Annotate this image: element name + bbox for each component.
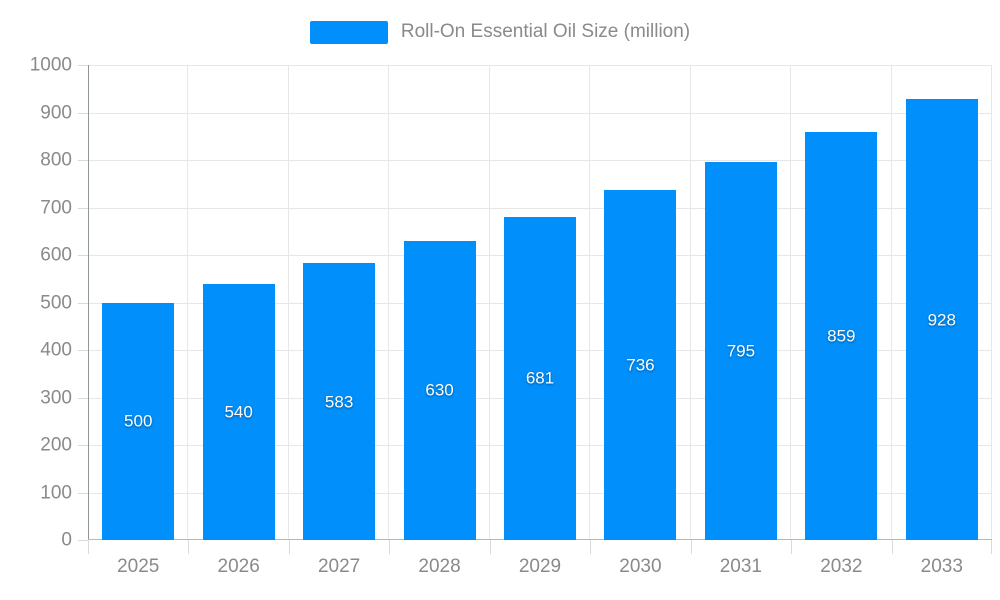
- vertical-gridline: [287, 65, 289, 540]
- bar[interactable]: 630: [403, 240, 476, 540]
- y-axis-tick-label: 400: [40, 339, 72, 361]
- y-axis-tick-label: 300: [40, 387, 72, 408]
- y-axis-tick: [78, 112, 88, 114]
- y-axis-tick: [78, 445, 88, 446]
- x-axis-tick-label: 2029: [518, 556, 562, 577]
- bar[interactable]: 540: [202, 283, 275, 540]
- horizontal-gridline: [88, 112, 992, 114]
- bar[interactable]: 928: [905, 99, 978, 540]
- vertical-gridline: [589, 65, 591, 540]
- legend-marker: [309, 20, 388, 44]
- horizontal-gridline: [88, 207, 992, 209]
- bar[interactable]: 681: [504, 216, 576, 540]
- bar[interactable]: 859: [805, 131, 878, 540]
- horizontal-gridline: [88, 65, 992, 66]
- plot-area: 500 540 583 630 681 736 795 859 928: [88, 65, 992, 540]
- vertical-gridline: [890, 65, 892, 540]
- y-axis-tick-label: 1000: [29, 54, 72, 76]
- x-axis-tick-label: 2027: [317, 556, 361, 577]
- x-axis-tick: [88, 540, 89, 554]
- x-axis-tick-label: 2032: [820, 556, 863, 577]
- bar-value-label: 540: [224, 402, 253, 422]
- bar-value-label: 795: [726, 341, 756, 361]
- x-axis-tick: [690, 540, 692, 554]
- vertical-gridline: [488, 65, 490, 540]
- legend-label: Roll-On Essential Oil Size (million): [400, 21, 691, 42]
- bar[interactable]: 736: [604, 190, 677, 540]
- y-axis-tick-label: 900: [40, 102, 72, 123]
- bar-value-label: 630: [425, 380, 454, 400]
- vertical-gridline: [388, 65, 390, 540]
- x-axis-tick-label: 2030: [619, 556, 662, 577]
- y-axis-tick-label: 700: [40, 197, 72, 218]
- horizontal-gridline: [88, 160, 992, 161]
- x-axis-tick-label: 2025: [117, 556, 160, 577]
- bar-value-label: 583: [324, 392, 354, 412]
- x-axis-tick-label: 2026: [217, 556, 260, 577]
- x-axis-tick: [791, 540, 793, 554]
- vertical-gridline: [991, 65, 992, 540]
- x-axis-tick: [590, 540, 592, 554]
- bar-value-label: 859: [827, 326, 856, 346]
- x-axis-tick-label: 2033: [920, 556, 963, 577]
- bar-value-label: 500: [124, 411, 153, 431]
- x-axis-tick-label: 2031: [719, 556, 763, 577]
- y-axis-tick-label: 600: [40, 244, 72, 266]
- y-axis-tick: [78, 350, 88, 351]
- bar-value-label: 928: [927, 310, 956, 330]
- bar-value-label: 736: [626, 355, 655, 375]
- x-axis-tick: [489, 540, 491, 554]
- x-axis-tick: [288, 540, 290, 554]
- x-axis-tick-label: 2028: [418, 556, 461, 577]
- legend-item[interactable]: Roll-On Essential Oil Size (million): [0, 19, 1000, 46]
- bar[interactable]: 795: [704, 162, 777, 540]
- y-axis-line: [88, 65, 89, 540]
- y-axis-tick: [78, 160, 88, 161]
- y-axis-tick: [78, 255, 88, 256]
- bar-value-label: 681: [525, 368, 555, 388]
- y-axis-tick: [78, 540, 88, 541]
- bar[interactable]: 500: [102, 302, 175, 540]
- vertical-gridline: [689, 65, 691, 540]
- y-axis-tick-label: 200: [40, 434, 72, 456]
- vertical-gridline: [187, 65, 189, 540]
- y-axis-tick-label: 800: [40, 149, 72, 171]
- y-axis-tick: [78, 207, 88, 209]
- y-axis-tick: [78, 302, 88, 304]
- y-axis-tick-label: 500: [40, 292, 72, 313]
- vertical-gridline: [790, 65, 792, 540]
- y-axis-tick-label: 0: [61, 529, 72, 551]
- x-axis-tick: [389, 540, 391, 554]
- y-axis-tick: [78, 65, 88, 66]
- y-axis-tick: [78, 397, 88, 399]
- x-axis-tick: [891, 540, 893, 554]
- y-axis-tick: [78, 492, 88, 494]
- bar[interactable]: 583: [303, 263, 376, 540]
- y-axis-tick-label: 100: [40, 482, 72, 503]
- x-axis-tick: [991, 540, 992, 554]
- x-axis-tick: [188, 540, 190, 554]
